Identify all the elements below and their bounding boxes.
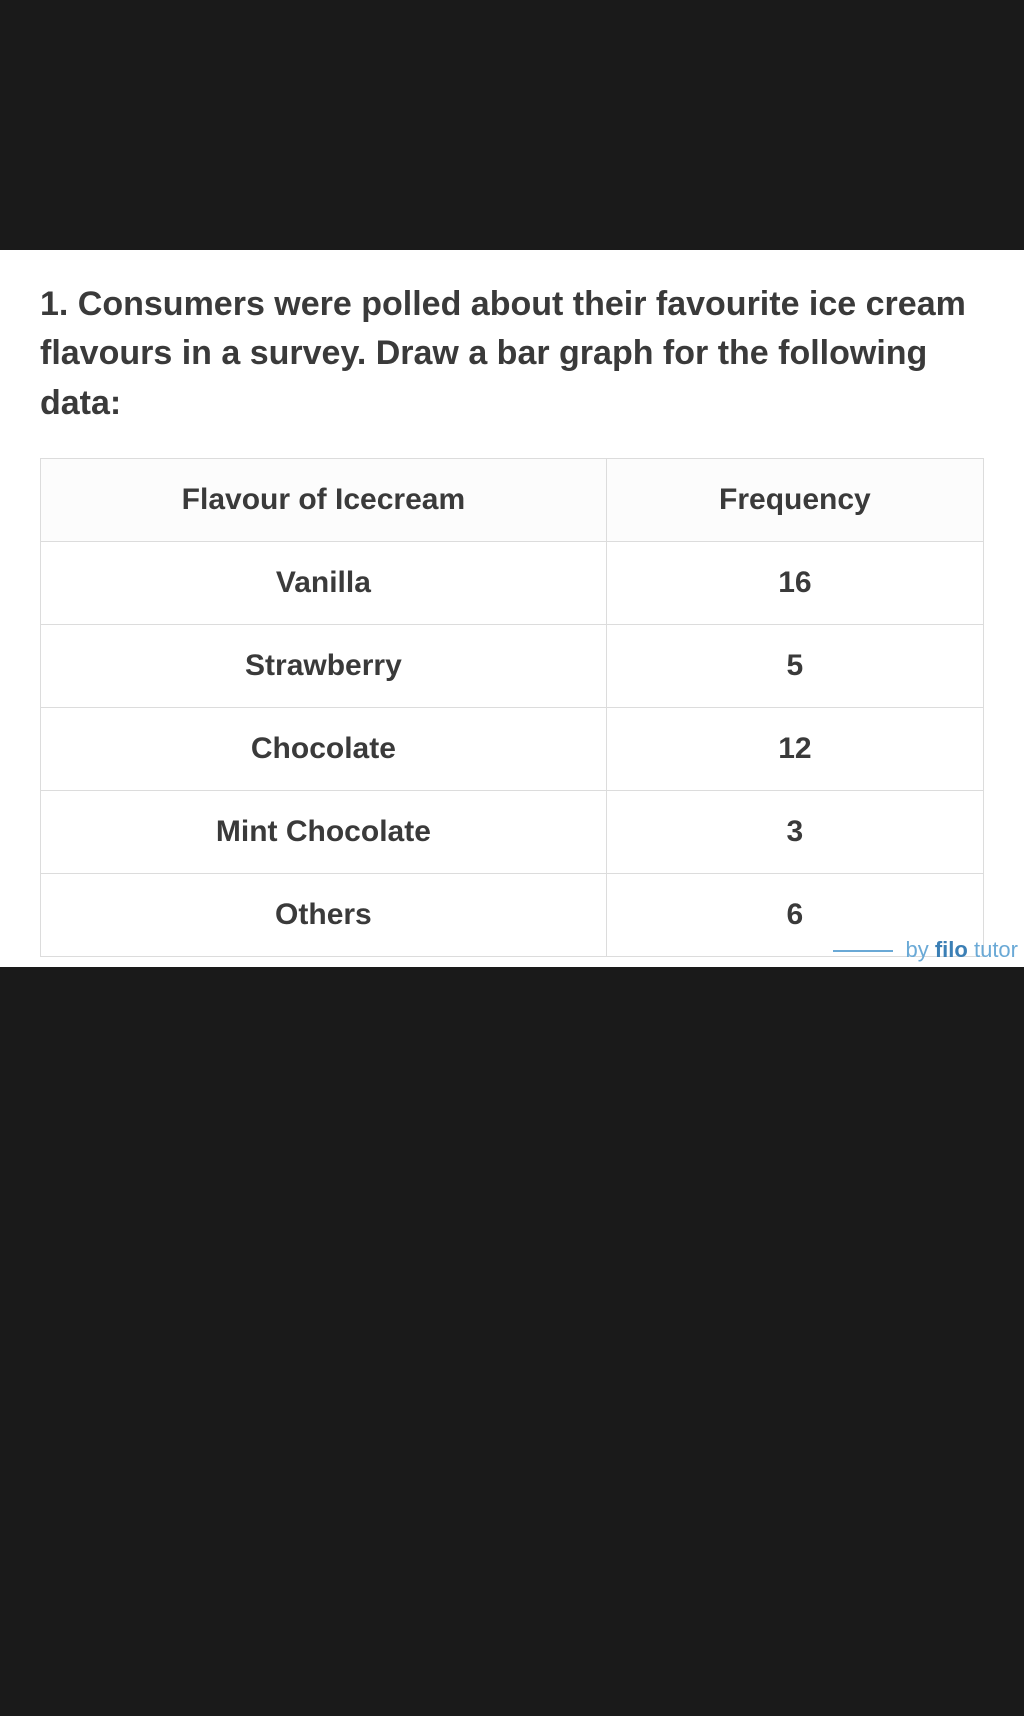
column-header-flavour: Flavour of Icecream [41,458,607,541]
question-card: 1. Consumers were polled about their fav… [0,250,1024,967]
attribution-prefix: by [906,937,935,962]
cell-frequency: 16 [606,541,983,624]
attribution-brand: filo [935,937,968,962]
data-table: Flavour of Icecream Frequency Vanilla 16… [40,458,984,957]
cell-frequency: 5 [606,624,983,707]
table-row: Mint Chocolate 3 [41,790,984,873]
cell-flavour: Mint Chocolate [41,790,607,873]
cell-flavour: Vanilla [41,541,607,624]
attribution: by filo tutor [833,937,1018,963]
table-row: Strawberry 5 [41,624,984,707]
cell-frequency: 12 [606,707,983,790]
attribution-suffix: tutor [968,937,1018,962]
table-row: Vanilla 16 [41,541,984,624]
table-header-row: Flavour of Icecream Frequency [41,458,984,541]
table-row: Chocolate 12 [41,707,984,790]
cell-frequency: 3 [606,790,983,873]
question-text: 1. Consumers were polled about their fav… [40,280,984,428]
cell-flavour: Strawberry [41,624,607,707]
column-header-frequency: Frequency [606,458,983,541]
attribution-line-icon [833,950,893,952]
cell-flavour: Others [41,873,607,956]
cell-flavour: Chocolate [41,707,607,790]
